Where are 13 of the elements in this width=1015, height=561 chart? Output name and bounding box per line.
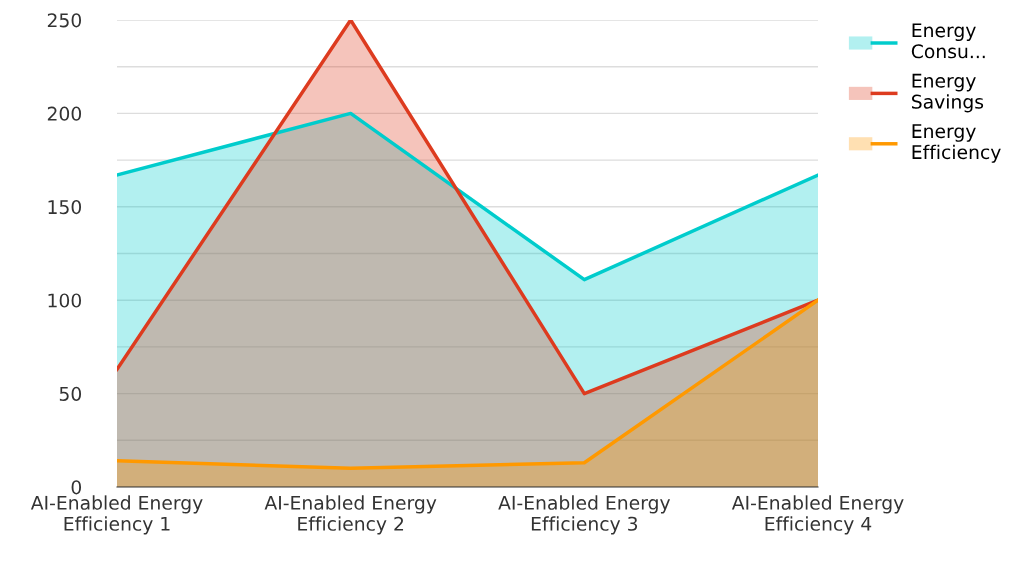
x-tick-label: AI-Enabled Energy Efficiency 4 [731, 495, 904, 535]
legend-label: Energy Consu... [911, 23, 985, 59]
y-tick-label: 200 [47, 106, 82, 121]
y-tick-label: 0 [71, 480, 82, 495]
x-tick-label: AI-Enabled Energy Efficiency 2 [264, 495, 437, 535]
x-tick-label: AI-Enabled Energy Efficiency 1 [30, 495, 203, 535]
y-tick-label: 250 [47, 13, 82, 28]
legend-label: Energy Savings [912, 73, 984, 113]
y-tick-label: 150 [48, 200, 82, 215]
x-tick-label: AI-Enabled Energy Efficiency 3 [498, 495, 671, 535]
y-tick-label: 50 [59, 386, 82, 401]
y-tick-label: 100 [48, 293, 82, 308]
legend-label: Energy Efficiency [912, 124, 1001, 163]
